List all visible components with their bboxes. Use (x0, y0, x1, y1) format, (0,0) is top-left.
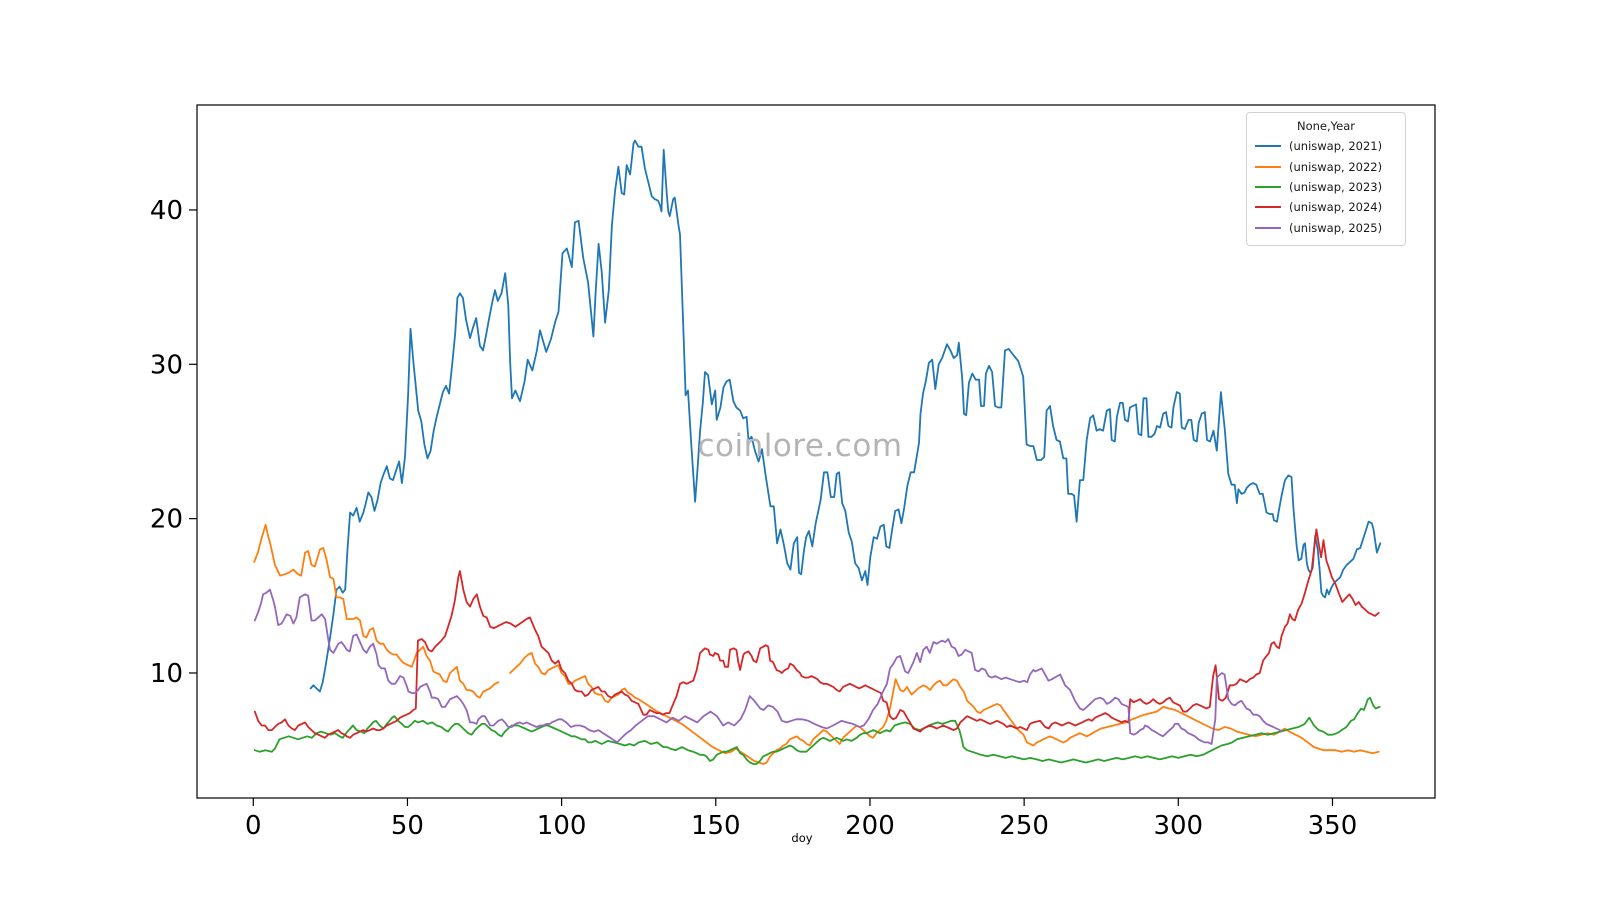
series-line-uniswap-2022 (509, 652, 1380, 765)
x-tick-label: 0 (245, 811, 262, 841)
legend-item: (uniswap, 2022) (1255, 156, 1397, 176)
x-tick-label: 350 (1308, 811, 1358, 841)
legend-item-label: (uniswap, 2021) (1289, 139, 1383, 154)
y-tick-label: 10 (150, 659, 183, 689)
legend-item: (uniswap, 2023) (1255, 177, 1397, 197)
legend-line-swatch (1255, 165, 1281, 168)
y-tick-label: 30 (150, 350, 183, 380)
series-line-uniswap-2021 (309, 139, 1382, 693)
legend-item: (uniswap, 2021) (1255, 136, 1397, 156)
legend-line-swatch (1255, 145, 1281, 148)
plot-border (196, 104, 1436, 799)
legend-item-label: (uniswap, 2023) (1289, 179, 1383, 194)
legend: None,Year (uniswap, 2021) (uniswap, 2022)… (1246, 112, 1406, 246)
x-tick-label: 250 (999, 811, 1049, 841)
series-line-uniswap-2022 (253, 523, 500, 699)
legend-line-swatch (1255, 185, 1281, 188)
watermark: coinlore.com (697, 428, 903, 464)
legend-line-swatch (1255, 206, 1281, 209)
legend-item: (uniswap, 2024) (1255, 197, 1397, 217)
x-tick-label: 150 (691, 811, 741, 841)
x-tick-label: 200 (845, 811, 895, 841)
legend-item-label: (uniswap, 2022) (1289, 159, 1383, 174)
legend-item: (uniswap, 2025) (1255, 218, 1397, 238)
x-tick-label: 300 (1153, 811, 1203, 841)
series-line-uniswap-2025 (253, 588, 1283, 745)
legend-line-swatch (1255, 226, 1281, 229)
y-tick-label: 40 (150, 196, 183, 226)
x-axis-label: doy (791, 831, 813, 845)
x-tick-label: 100 (537, 811, 587, 841)
series-line-uniswap-2024 (253, 528, 1380, 739)
y-tick-label: 20 (150, 505, 183, 535)
x-tick-label: 50 (391, 811, 424, 841)
series-line-uniswap-2023 (253, 696, 1381, 765)
legend-item-label: (uniswap, 2025) (1289, 220, 1383, 235)
legend-title: None,Year (1296, 119, 1355, 133)
legend-item-label: (uniswap, 2024) (1289, 200, 1383, 215)
